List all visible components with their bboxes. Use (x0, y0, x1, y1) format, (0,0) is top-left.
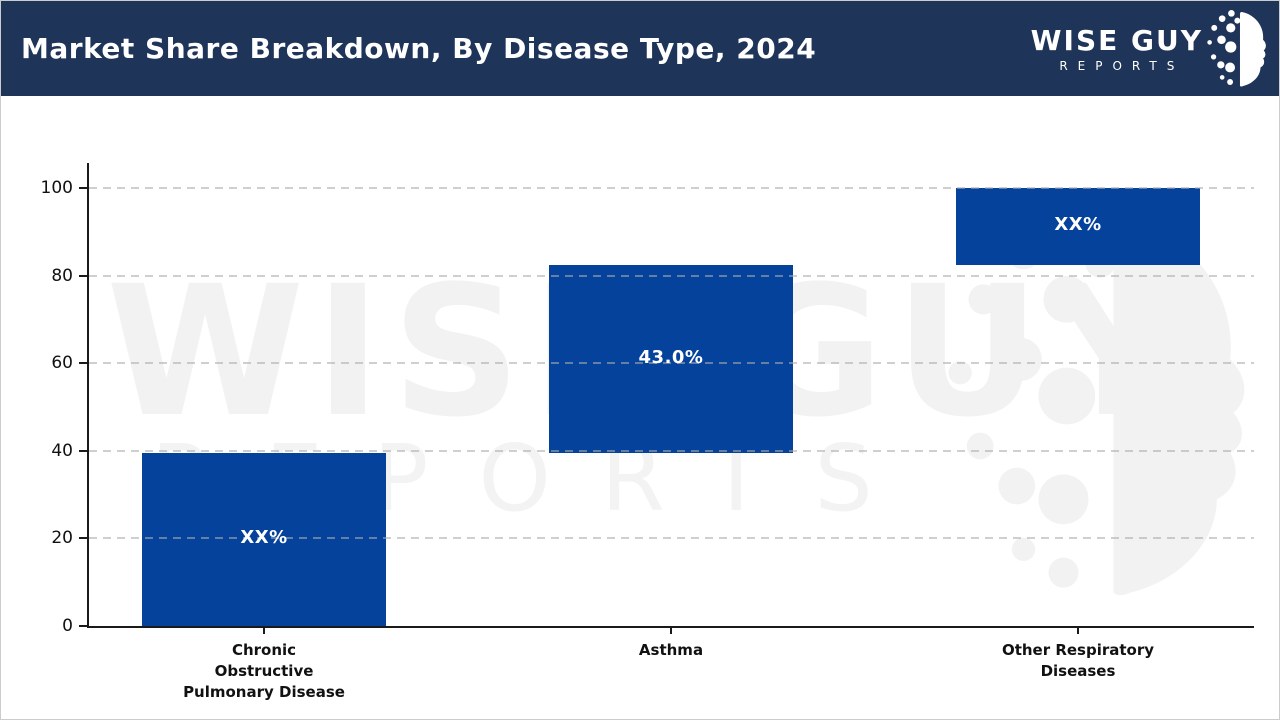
logo-reports-text: REPORTS (1059, 58, 1185, 73)
y-tick-mark (79, 537, 87, 540)
x-category-label-line: Asthma (638, 641, 704, 659)
y-tick-mark (79, 274, 87, 277)
x-category-label: Other Respiratory Diseases (918, 640, 1238, 682)
logo-wiseguy-text: WISE GUY (1030, 23, 1203, 57)
bar (549, 264, 793, 453)
y-axis-line (87, 163, 89, 628)
x-category-label-line: Chronic (231, 641, 297, 659)
x-tick-mark (263, 626, 265, 634)
x-category-label-line: Diseases (1040, 662, 1116, 680)
y-tick-mark (79, 187, 87, 189)
bar (142, 452, 386, 626)
y-tick-label: 100 (40, 178, 73, 198)
x-category-label-line: Other Respiratory (1001, 641, 1155, 659)
gridline (89, 537, 1254, 540)
x-category-label-line: Pulmonary Disease (183, 683, 345, 701)
gridline (89, 187, 1254, 189)
x-tick-mark (1077, 626, 1079, 634)
wiseguy-logo: WISE GUY REPORTS (1031, 5, 1271, 93)
gridline (89, 274, 1254, 277)
x-category-label: Asthma (511, 640, 831, 661)
x-category-label: Chronic Obstructive Pulmonary Disease (104, 640, 424, 703)
x-axis-line (87, 626, 1254, 628)
y-tick-mark (79, 449, 87, 452)
header-bar: Market Share Breakdown, By Disease Type,… (1, 1, 1279, 96)
y-tick-label: 60 (51, 353, 73, 374)
bar-value-label: XX% (240, 527, 288, 549)
gridline (89, 362, 1254, 365)
x-tick-mark (670, 626, 672, 634)
bar-value-label: 43.0% (638, 346, 704, 368)
y-tick-label: 40 (51, 440, 73, 461)
logo-wordmark: WISE GUY REPORTS (1030, 23, 1203, 73)
y-tick-mark (79, 362, 87, 365)
logo-head-icon (1205, 9, 1271, 89)
x-category-label-line: Obstructive (214, 662, 314, 680)
y-tick-label: 0 (62, 616, 73, 636)
y-tick-label: 20 (51, 528, 73, 549)
y-tick-mark (79, 625, 87, 627)
gridline (89, 449, 1254, 452)
bar-value-label: XX% (1054, 214, 1102, 236)
y-tick-label: 80 (51, 265, 73, 286)
page-title: Market Share Breakdown, By Disease Type,… (21, 32, 817, 65)
